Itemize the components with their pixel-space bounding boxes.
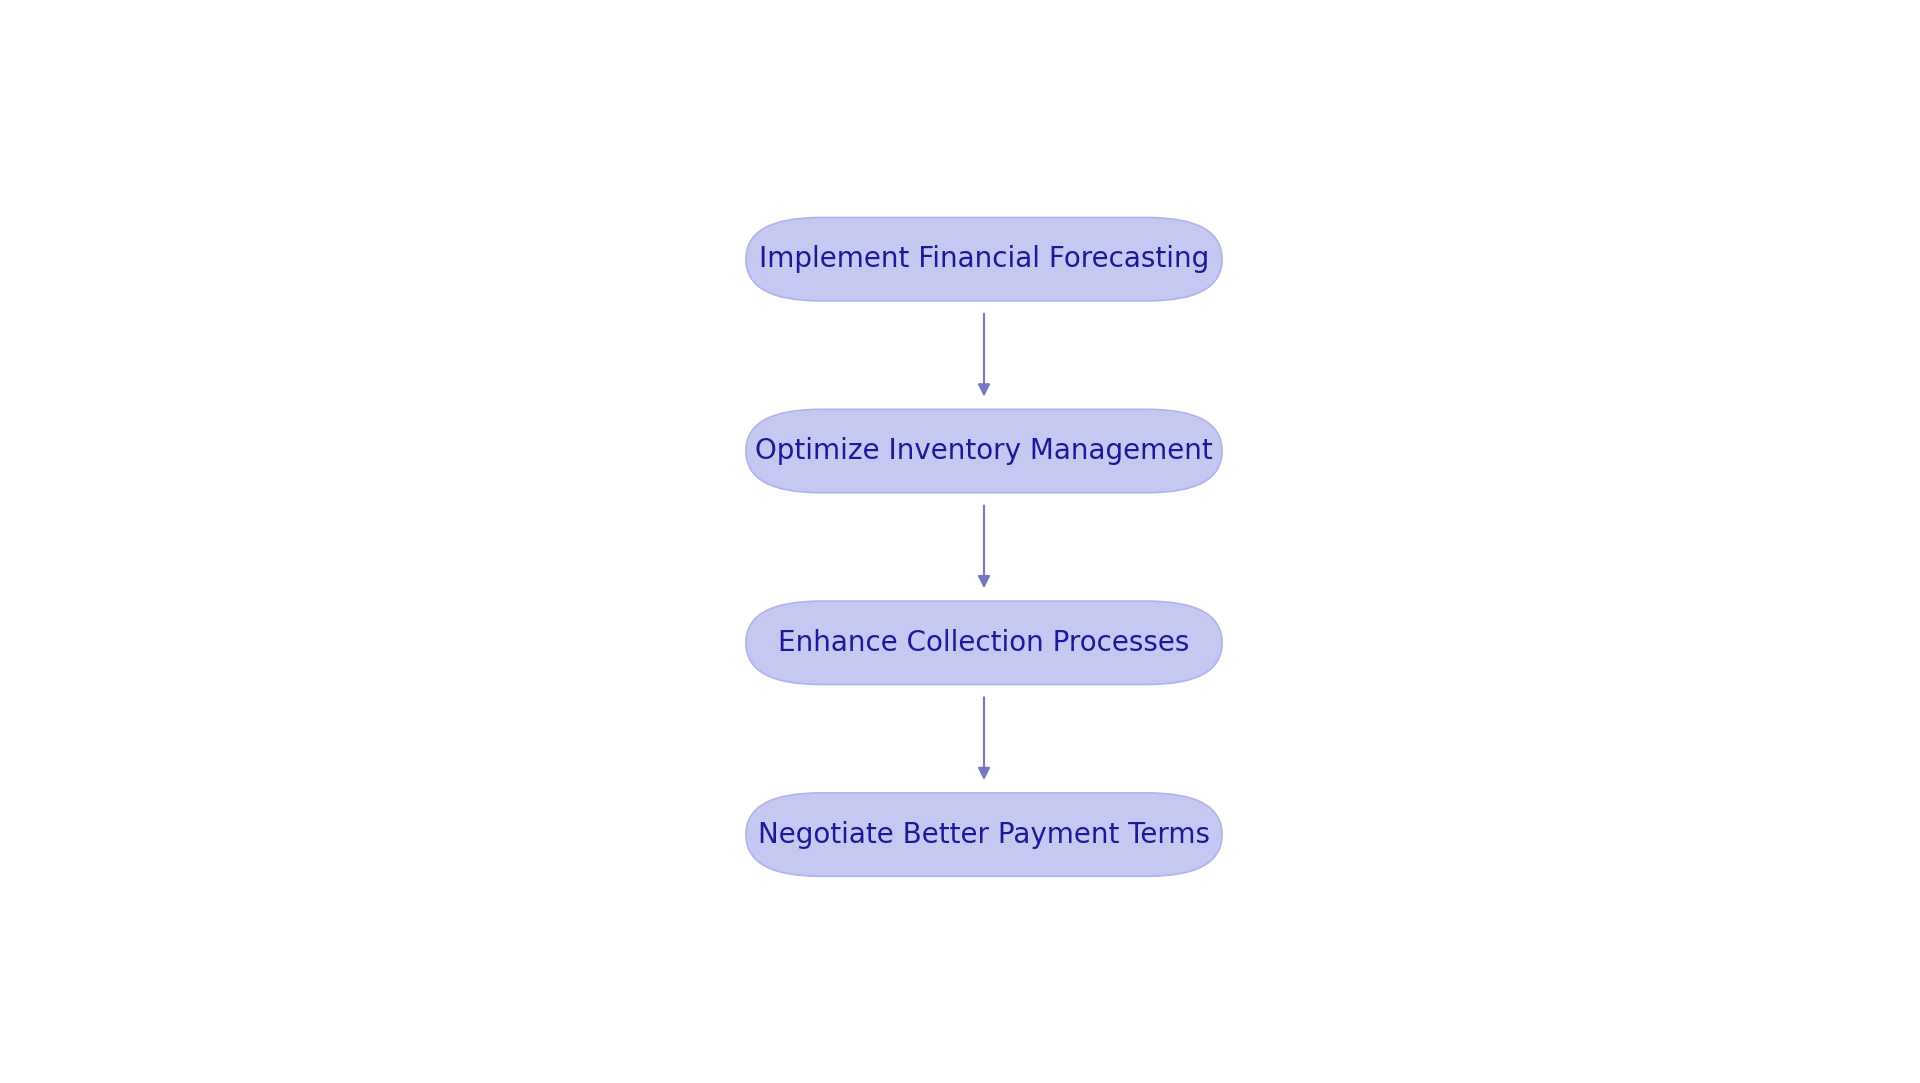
Text: Implement Financial Forecasting: Implement Financial Forecasting bbox=[758, 245, 1210, 273]
Text: Negotiate Better Payment Terms: Negotiate Better Payment Terms bbox=[758, 821, 1210, 849]
FancyBboxPatch shape bbox=[745, 601, 1221, 684]
FancyBboxPatch shape bbox=[745, 218, 1221, 301]
FancyBboxPatch shape bbox=[745, 793, 1221, 876]
Text: Enhance Collection Processes: Enhance Collection Processes bbox=[778, 629, 1190, 656]
Text: Optimize Inventory Management: Optimize Inventory Management bbox=[755, 438, 1213, 465]
FancyBboxPatch shape bbox=[745, 409, 1221, 493]
